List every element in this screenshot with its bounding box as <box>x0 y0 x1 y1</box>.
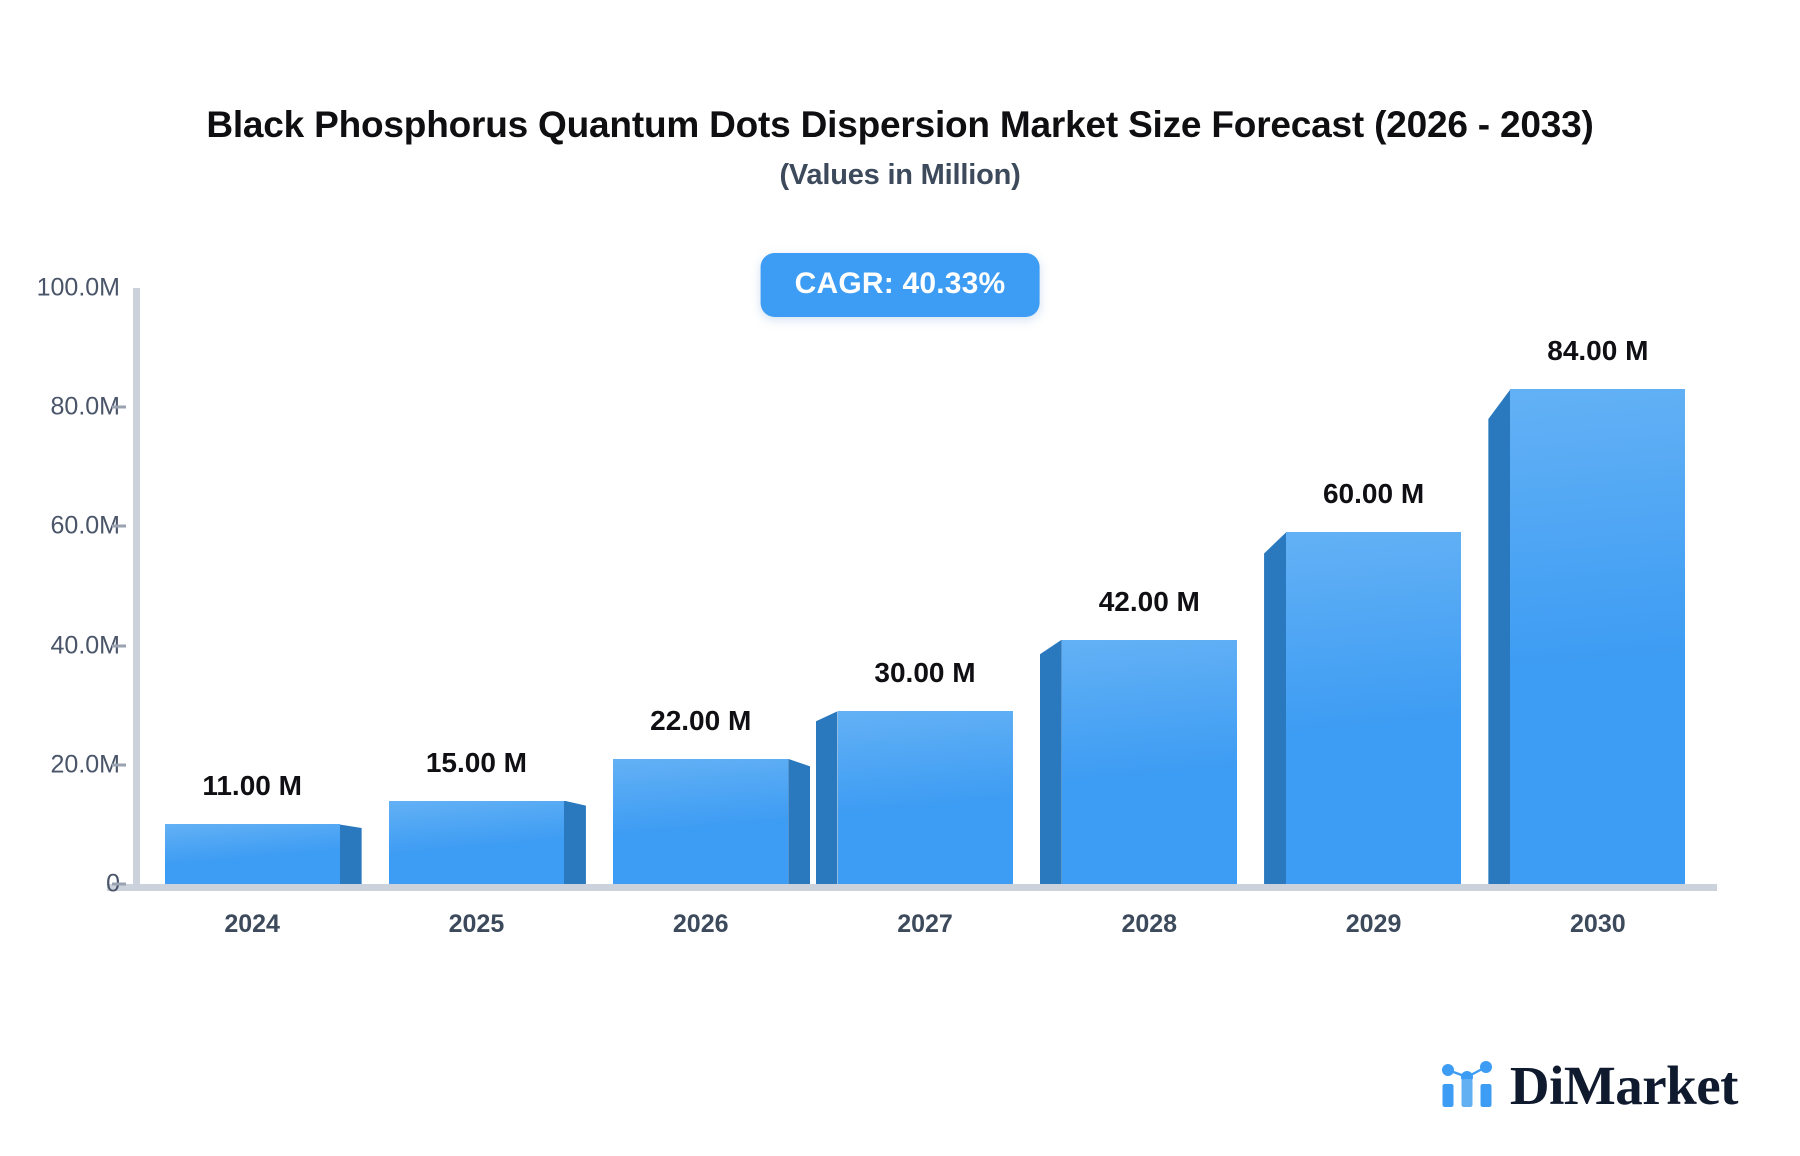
y-axis-tick-label: 100.0M <box>36 273 120 302</box>
bar-face <box>164 824 340 884</box>
bar-side-panel <box>339 824 362 884</box>
x-axis-line <box>107 884 1717 891</box>
chart-subtitle: (Values in Million) <box>779 158 1021 191</box>
bar-face <box>1286 532 1462 884</box>
bar-face <box>613 758 789 884</box>
x-axis-label: 2024 <box>224 910 280 938</box>
logo-text: DiMarket <box>1509 1055 1739 1116</box>
bar-value-label: 42.00 M <box>1098 585 1200 617</box>
x-axis-label: 2027 <box>897 910 953 938</box>
bar-side-panel <box>1264 532 1287 884</box>
bar-face <box>1061 639 1237 884</box>
y-axis-tick-mark <box>112 524 126 528</box>
y-axis-tick-mark <box>112 763 126 767</box>
bar-face <box>388 800 564 884</box>
brand-logo: DiMarket <box>1440 1055 1739 1116</box>
y-axis-tick-label: 80.0M <box>50 392 120 421</box>
bar-value-label: 30.00 M <box>874 657 976 689</box>
y-axis-tick-mark <box>112 644 126 648</box>
bar-side-panel <box>1039 639 1062 884</box>
bar-value-label: 60.00 M <box>1322 478 1425 510</box>
y-axis-tick-label: 20.0M <box>50 750 120 779</box>
x-axis-label: 2025 <box>448 910 505 938</box>
y-axis-line <box>133 288 140 885</box>
bar-side-panel <box>788 758 811 884</box>
bar-value-label: 15.00 M <box>425 746 528 778</box>
x-axis-label: 2030 <box>1570 910 1626 938</box>
bar-value-label: 11.00 M <box>202 770 302 802</box>
y-axis-tick-mark <box>112 882 126 886</box>
y-axis-tick-label: 60.0M <box>50 511 120 540</box>
y-axis-tick-label: 40.0M <box>50 631 120 660</box>
page-title: Black Phosphorus Quantum Dots Dispersion… <box>206 104 1594 145</box>
x-axis-label: 2028 <box>1121 910 1178 938</box>
bar-side-panel <box>815 711 838 884</box>
title-block: Black Phosphorus Quantum Dots Dispersion… <box>0 104 1800 192</box>
bar-side-panel <box>563 800 586 884</box>
bar-value-label: 84.00 M <box>1547 335 1649 367</box>
x-axis-label: 2029 <box>1345 910 1402 938</box>
bar-chart-trend-icon <box>1440 1057 1496 1114</box>
cagr-badge: CAGR: 40.33% <box>760 253 1040 317</box>
bar-side-panel <box>1488 389 1511 884</box>
y-axis-tick-mark <box>112 405 126 409</box>
bar-value-label: 22.00 M <box>650 704 752 736</box>
bar-face <box>1510 389 1686 884</box>
bar-face <box>837 711 1013 884</box>
x-axis-label: 2026 <box>672 910 729 938</box>
